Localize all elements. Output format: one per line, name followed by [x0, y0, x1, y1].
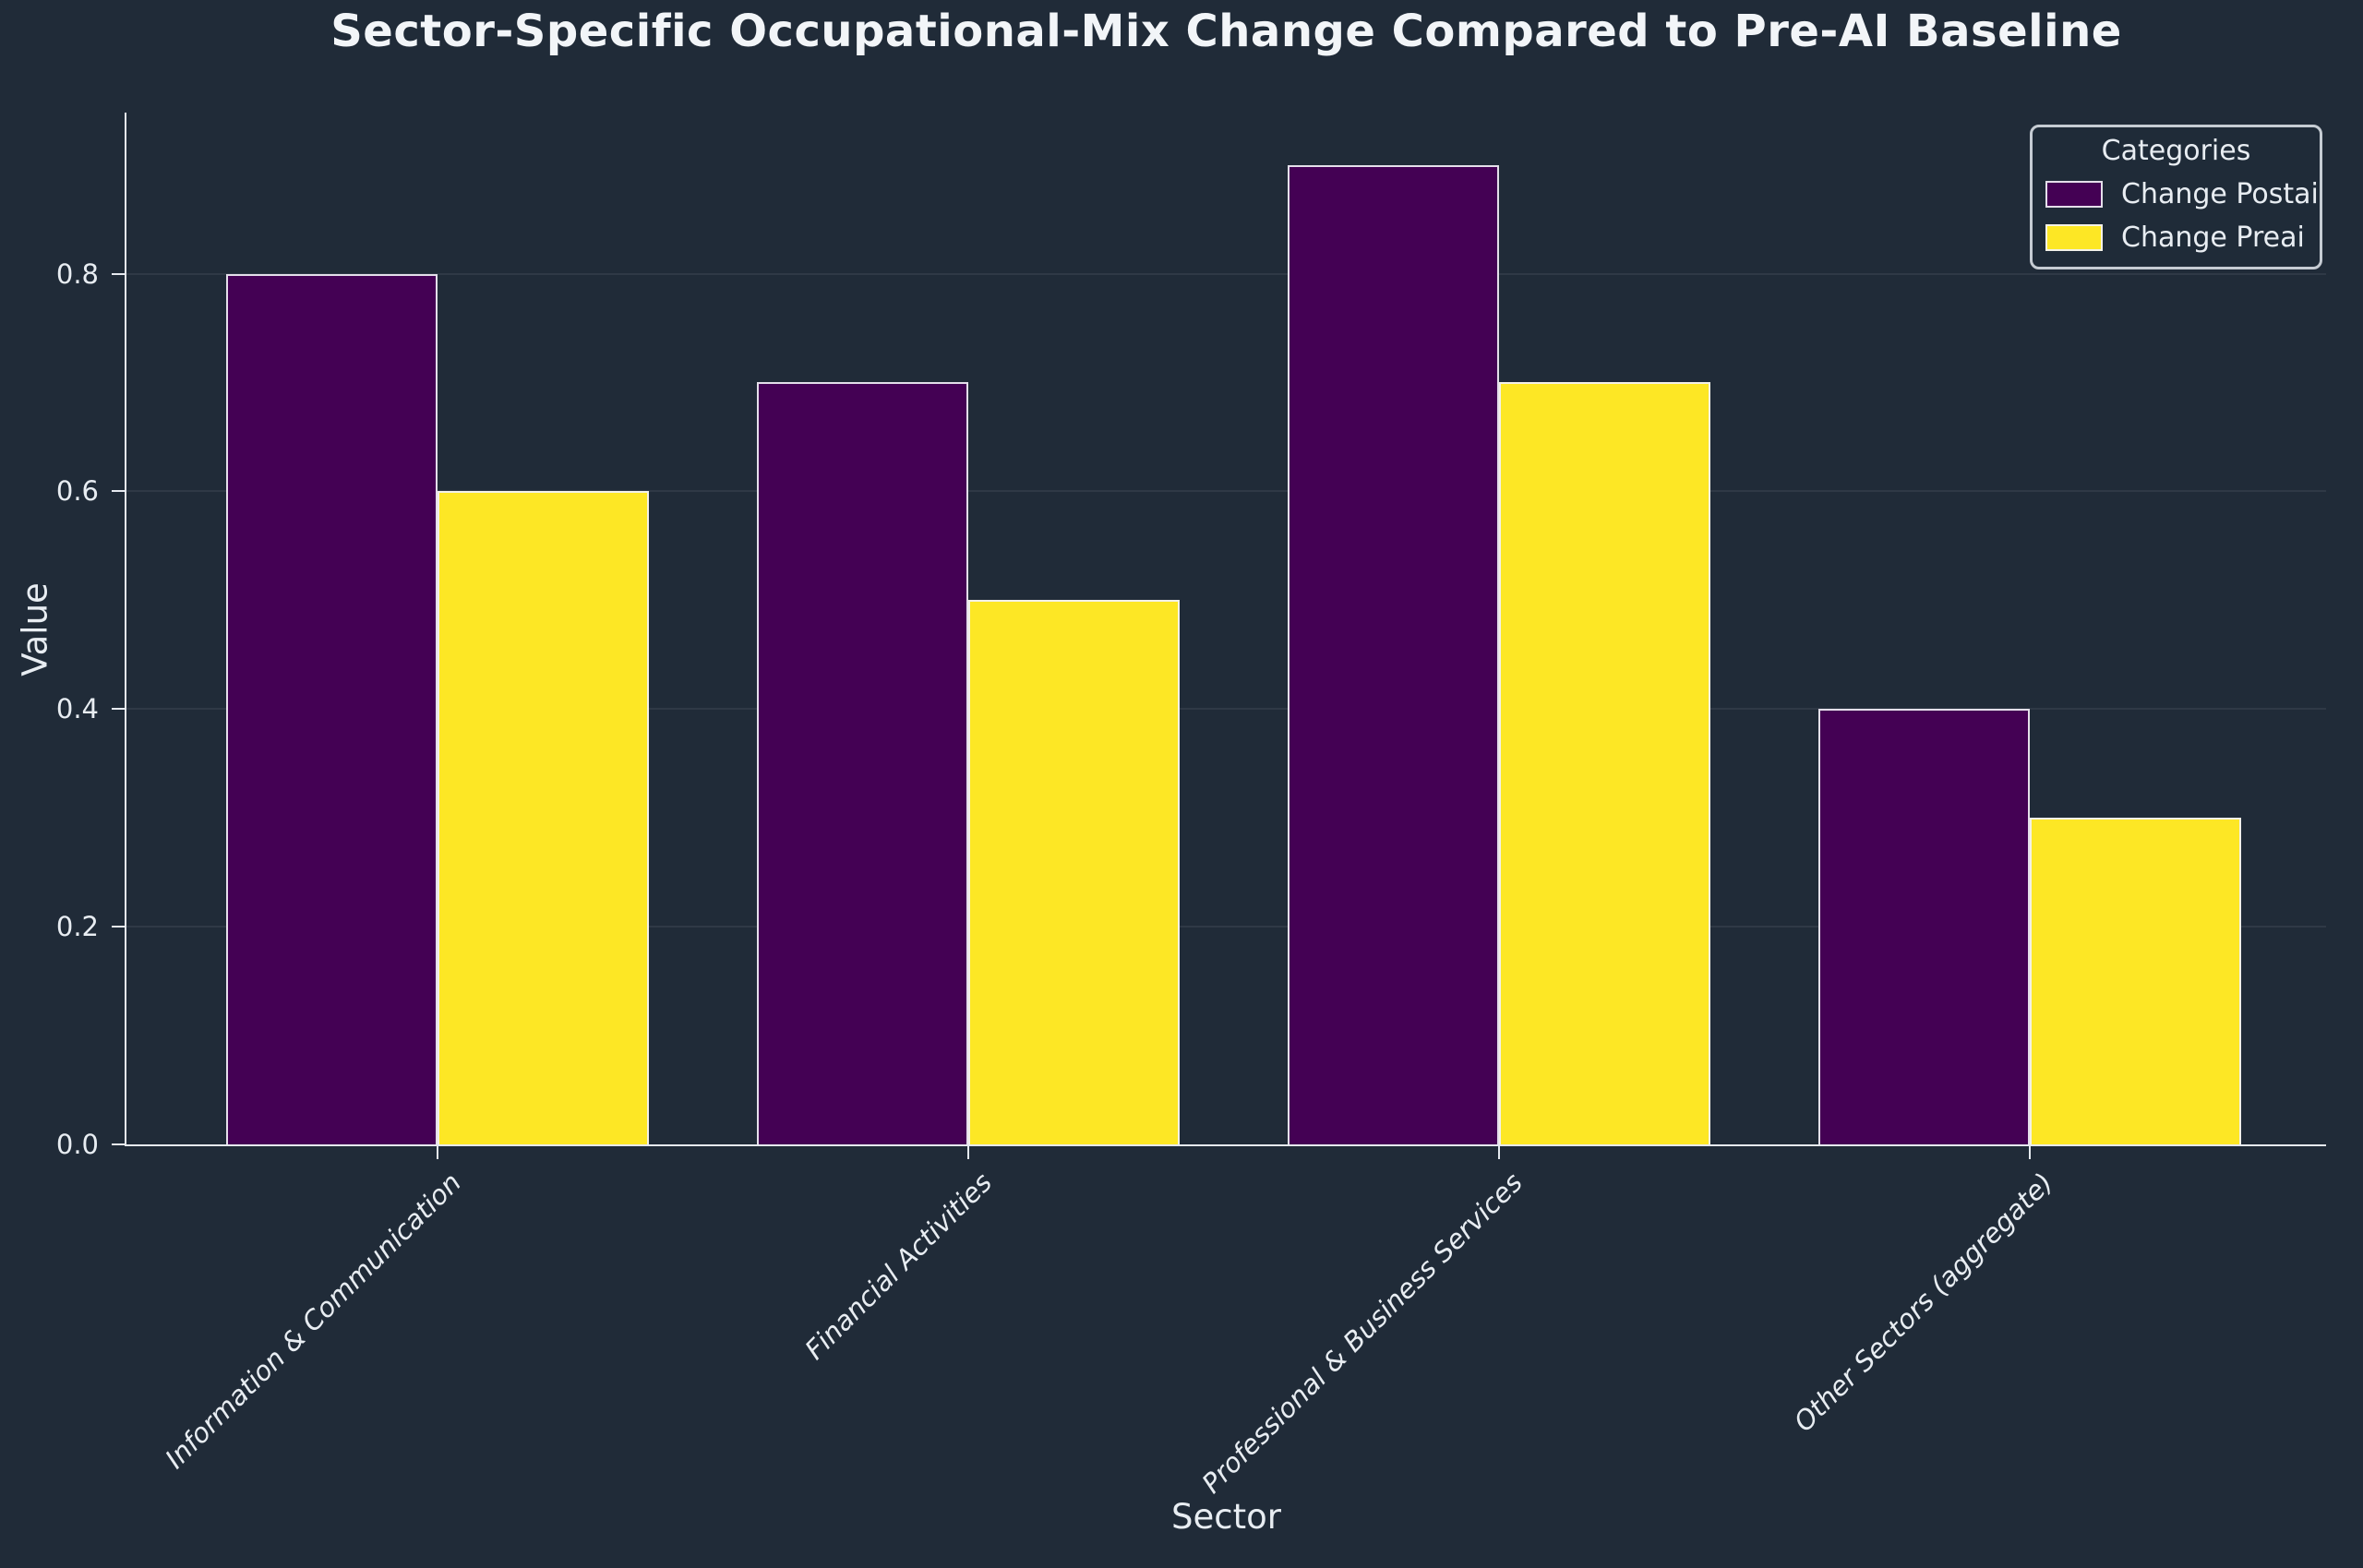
legend-item-change-postai: Change Postai [2033, 178, 2320, 210]
chart-title: Sector-Specific Occupational-Mix Change … [330, 6, 2122, 57]
x-tick-mark [1497, 1146, 1500, 1159]
legend-title: Categories [2101, 135, 2251, 167]
x-tick-label: Information & Communication [159, 1167, 468, 1475]
y-tick-label: 0.6 [55, 475, 99, 508]
x-tick-mark [966, 1146, 969, 1159]
x-tick-label: Professional & Business Services [1195, 1167, 1529, 1500]
y-tick-label: 0.4 [55, 693, 99, 725]
x-tick-label: Other Sectors (aggregate) [1787, 1167, 2059, 1438]
legend-label-change-postai: Change Postai [2121, 178, 2319, 210]
y-tick-mark [112, 708, 125, 711]
y-tick-mark [112, 272, 125, 275]
bar-change-preai [2030, 818, 2241, 1144]
y-axis-label: Value [15, 582, 55, 676]
gridline [126, 708, 2326, 711]
legend: Categories Change Postai Change Preai [2030, 125, 2322, 269]
x-tick-mark [437, 1146, 439, 1159]
legend-swatch-change-preai [2045, 224, 2103, 251]
gridlines-layer [126, 113, 2326, 1144]
y-tick-label: 0.2 [55, 911, 99, 943]
y-tick-label: 0.8 [55, 257, 99, 290]
bar-change-postai [226, 274, 438, 1144]
y-tick-mark [112, 1143, 125, 1145]
bar-change-postai [757, 382, 968, 1144]
plot-area [125, 113, 2326, 1146]
y-tick-label: 0.0 [55, 1129, 99, 1160]
legend-label-change-preai: Change Preai [2121, 221, 2305, 254]
bar-change-preai [1499, 382, 1710, 1144]
legend-swatch-change-postai [2045, 181, 2103, 208]
bar-change-postai [1288, 165, 1499, 1144]
y-tick-mark [112, 926, 125, 928]
bar-change-postai [1818, 709, 2030, 1144]
bar-change-preai [438, 491, 649, 1144]
x-axis-label: Sector [1171, 1497, 1281, 1537]
x-tick-mark [2028, 1146, 2031, 1159]
gridline [126, 272, 2326, 275]
bars-layer [126, 113, 2326, 1144]
gridline [126, 926, 2326, 928]
bar-change-preai [968, 600, 1180, 1144]
gridline [126, 490, 2326, 493]
x-tick-label: Financial Activities [798, 1167, 999, 1366]
y-tick-mark [112, 490, 125, 493]
legend-item-change-preai: Change Preai [2033, 221, 2320, 254]
